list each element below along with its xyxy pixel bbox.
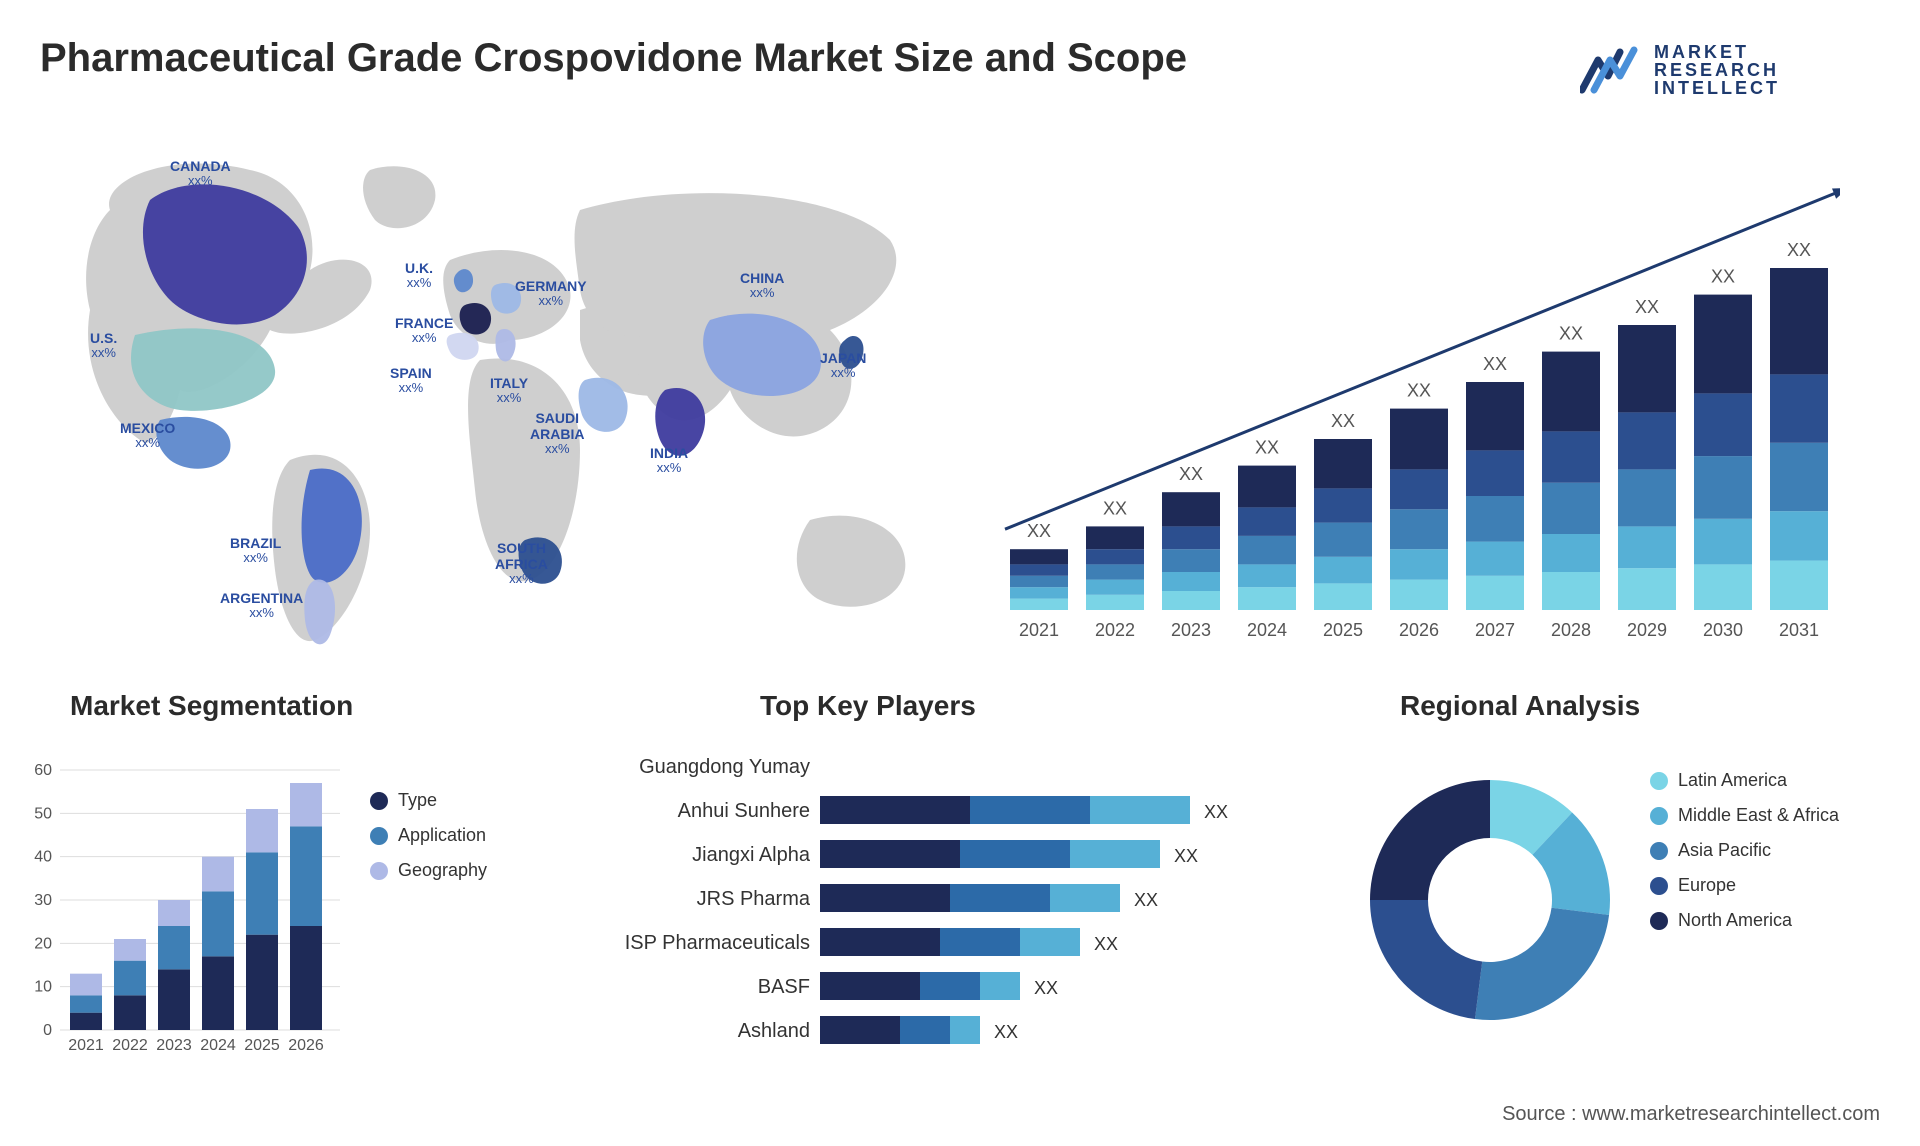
brand-line: INTELLECT <box>1654 79 1780 97</box>
regional-donut-svg <box>1350 760 1630 1040</box>
svg-text:XX: XX <box>1407 381 1431 401</box>
svg-text:2026: 2026 <box>1399 620 1439 640</box>
svg-text:2030: 2030 <box>1703 620 1743 640</box>
svg-text:JRS Pharma: JRS Pharma <box>697 888 811 910</box>
brand-logo-mark <box>1580 46 1640 94</box>
svg-text:2021: 2021 <box>68 1037 104 1054</box>
map-label: U.K.xx% <box>405 260 433 291</box>
svg-text:XX: XX <box>1027 521 1051 541</box>
svg-text:2031: 2031 <box>1779 620 1819 640</box>
svg-text:Ashland: Ashland <box>738 1020 810 1042</box>
forecast-chart: XX 2021 XX 2022 XX 2023 XX 2024 XX 2025 XX 2026 XX 20… <box>1000 150 1840 660</box>
keyplayers-heading: Top Key Players <box>760 690 976 722</box>
svg-text:XX: XX <box>1174 846 1198 866</box>
map-label: BRAZILxx% <box>230 535 281 566</box>
page-title: Pharmaceutical Grade Crospovidone Market… <box>40 36 1187 81</box>
brand-line: MARKET <box>1654 43 1780 61</box>
svg-text:Guangdong Yumay: Guangdong Yumay <box>639 756 810 778</box>
svg-text:XX: XX <box>1635 297 1659 317</box>
svg-text:2023: 2023 <box>1171 620 1211 640</box>
svg-text:50: 50 <box>34 805 52 822</box>
map-label: CANADAxx% <box>170 158 231 189</box>
svg-text:XX: XX <box>1034 978 1058 998</box>
svg-text:2027: 2027 <box>1475 620 1515 640</box>
svg-text:Jiangxi Alpha: Jiangxi Alpha <box>692 844 811 866</box>
map-label: ARGENTINAxx% <box>220 590 303 621</box>
regional-legend: Latin America Middle East & Africa Asia Pa… <box>1650 770 1839 945</box>
brand-logo-text: MARKET RESEARCH INTELLECT <box>1654 43 1780 97</box>
keyplayers-chart: Guangdong Yumay Anhui Sunhere XX Jiangxi Al… <box>600 740 1320 1080</box>
legend-item: Application <box>370 825 487 846</box>
svg-text:20: 20 <box>34 935 52 952</box>
map-label: SAUDIARABIAxx% <box>530 410 584 457</box>
regional-heading: Regional Analysis <box>1400 690 1640 722</box>
map-label: SPAINxx% <box>390 365 432 396</box>
svg-text:2024: 2024 <box>200 1037 236 1054</box>
legend-item: North America <box>1650 910 1839 931</box>
svg-text:XX: XX <box>1134 890 1158 910</box>
map-label: SOUTHAFRICAxx% <box>495 540 548 587</box>
svg-text:ISP Pharmaceuticals: ISP Pharmaceuticals <box>625 932 810 954</box>
svg-text:XX: XX <box>1204 802 1228 822</box>
segmentation-svg: 0 10 20 30 40 50 60 2021 2022 2023 2024 2025 2026 <box>20 740 360 1060</box>
svg-text:60: 60 <box>34 762 52 779</box>
svg-text:XX: XX <box>1331 411 1355 431</box>
svg-text:XX: XX <box>1483 354 1507 374</box>
svg-text:XX: XX <box>1787 240 1811 260</box>
legend-item: Latin America <box>1650 770 1839 791</box>
regional-chart: Latin America Middle East & Africa Asia Pa… <box>1350 740 1870 1080</box>
legend-item: Type <box>370 790 487 811</box>
map-label: JAPANxx% <box>820 350 866 381</box>
svg-text:XX: XX <box>1179 464 1203 484</box>
legend-item: Asia Pacific <box>1650 840 1839 861</box>
svg-text:XX: XX <box>1094 934 1118 954</box>
svg-text:2029: 2029 <box>1627 620 1667 640</box>
svg-text:Anhui Sunhere: Anhui Sunhere <box>678 800 810 822</box>
source-text: Source : www.marketresearchintellect.com <box>1502 1103 1880 1126</box>
map-label: MEXICOxx% <box>120 420 175 451</box>
keyplayers-svg: Guangdong Yumay Anhui Sunhere XX Jiangxi Al… <box>600 740 1320 1080</box>
svg-text:2026: 2026 <box>288 1037 324 1054</box>
map-label: CHINAxx% <box>740 270 784 301</box>
svg-text:0: 0 <box>43 1022 52 1039</box>
svg-text:2024: 2024 <box>1247 620 1287 640</box>
map-label: GERMANYxx% <box>515 278 587 309</box>
segmentation-legend: Type Application Geography <box>370 790 487 895</box>
svg-text:XX: XX <box>1559 324 1583 344</box>
svg-text:2023: 2023 <box>156 1037 192 1054</box>
svg-text:BASF: BASF <box>758 976 810 998</box>
legend-item: Europe <box>1650 875 1839 896</box>
svg-text:10: 10 <box>34 979 52 996</box>
svg-text:XX: XX <box>1255 438 1279 458</box>
svg-text:2028: 2028 <box>1551 620 1591 640</box>
map-label: U.S.xx% <box>90 330 117 361</box>
svg-text:2021: 2021 <box>1019 620 1059 640</box>
svg-text:XX: XX <box>1103 498 1127 518</box>
legend-item: Geography <box>370 860 487 881</box>
svg-text:2025: 2025 <box>1323 620 1363 640</box>
svg-text:30: 30 <box>34 892 52 909</box>
map-label: ITALYxx% <box>490 375 528 406</box>
segmentation-heading: Market Segmentation <box>70 690 353 722</box>
svg-text:2022: 2022 <box>1095 620 1135 640</box>
world-map: CANADAxx% U.S.xx% MEXICOxx% BRAZILxx% ARGENT… <box>40 140 940 660</box>
svg-text:XX: XX <box>1711 267 1735 287</box>
segmentation-chart: 0 10 20 30 40 50 60 2021 2022 2023 2024 2025 2026 Ty… <box>20 740 560 1070</box>
map-label: INDIAxx% <box>650 445 688 476</box>
svg-text:2022: 2022 <box>112 1037 148 1054</box>
brand-logo: MARKET RESEARCH INTELLECT <box>1580 30 1860 110</box>
map-label: FRANCExx% <box>395 315 453 346</box>
brand-line: RESEARCH <box>1654 61 1780 79</box>
svg-text:XX: XX <box>994 1022 1018 1042</box>
forecast-chart-svg: XX 2021 XX 2022 XX 2023 XX 2024 XX 2025 XX 2026 XX 20… <box>1000 150 1840 660</box>
legend-item: Middle East & Africa <box>1650 805 1839 826</box>
svg-text:40: 40 <box>34 849 52 866</box>
svg-text:2025: 2025 <box>244 1037 280 1054</box>
